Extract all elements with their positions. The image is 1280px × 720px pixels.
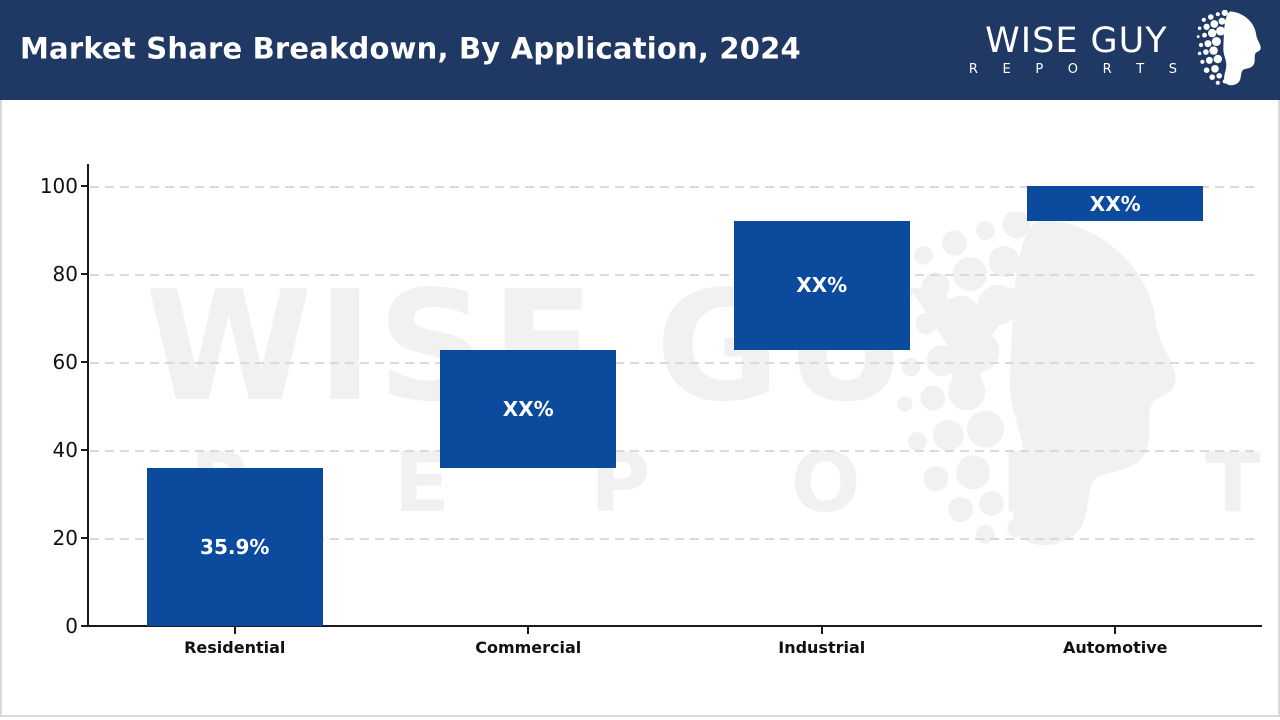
page-frame-border [0,100,1280,717]
x-category-label: Commercial [475,638,582,657]
bar-value-label: XX% [1089,191,1141,216]
bar-value-label: 35.9% [200,535,270,560]
bar-automotive [1027,186,1204,222]
report-header: Market Share Breakdown, By Application, … [0,0,1280,100]
y-tick-label: 0 [65,614,78,638]
bar-value-label: XX% [796,273,848,298]
y-tick-label: 40 [52,438,78,462]
x-tick-mark [1114,627,1117,634]
x-category-label: Automotive [1063,638,1168,657]
brand-logo-subtitle: R E P O R T S [968,62,1188,77]
brand-logo-face-icon [1192,10,1266,94]
chart-title: Market Share Breakdown, By Application, … [20,31,801,66]
gridline-y-60 [90,362,1260,364]
y-tick-label: 80 [52,262,78,286]
gridline-y-100 [90,186,1260,188]
x-tick-mark [233,627,236,634]
x-axis-line [87,625,1262,627]
y-axis-line [87,164,89,626]
bar-industrial [733,221,910,350]
y-tick-label: 100 [39,174,78,198]
x-tick-mark [527,627,530,634]
brand-logo: WISE GUY R E P O R T S [969,6,1266,94]
y-tick-mark [81,537,88,539]
y-tick-mark [81,361,88,363]
bar-residential [146,468,323,626]
gridline-y-20 [90,538,1260,540]
y-tick-label: 20 [52,526,78,550]
brand-logo-text: WISE GUY R E P O R T S [965,22,1188,77]
y-tick-mark [81,449,88,451]
bar-commercial [440,350,617,469]
y-tick-mark [81,625,88,627]
x-category-label: Residential [184,638,286,657]
x-tick-mark [820,627,823,634]
gridline-y-40 [90,450,1260,452]
brand-logo-name: WISE GUY [985,21,1168,61]
y-tick-mark [81,273,88,275]
y-tick-mark [81,185,88,187]
y-tick-label: 60 [52,350,78,374]
gridline-y-80 [90,274,1260,276]
chart-plot-area: 0 20 40 60 80 100 35.9% Residential XX% Commercia… [0,100,1280,720]
x-category-label: Industrial [778,638,866,657]
bar-value-label: XX% [502,397,554,422]
